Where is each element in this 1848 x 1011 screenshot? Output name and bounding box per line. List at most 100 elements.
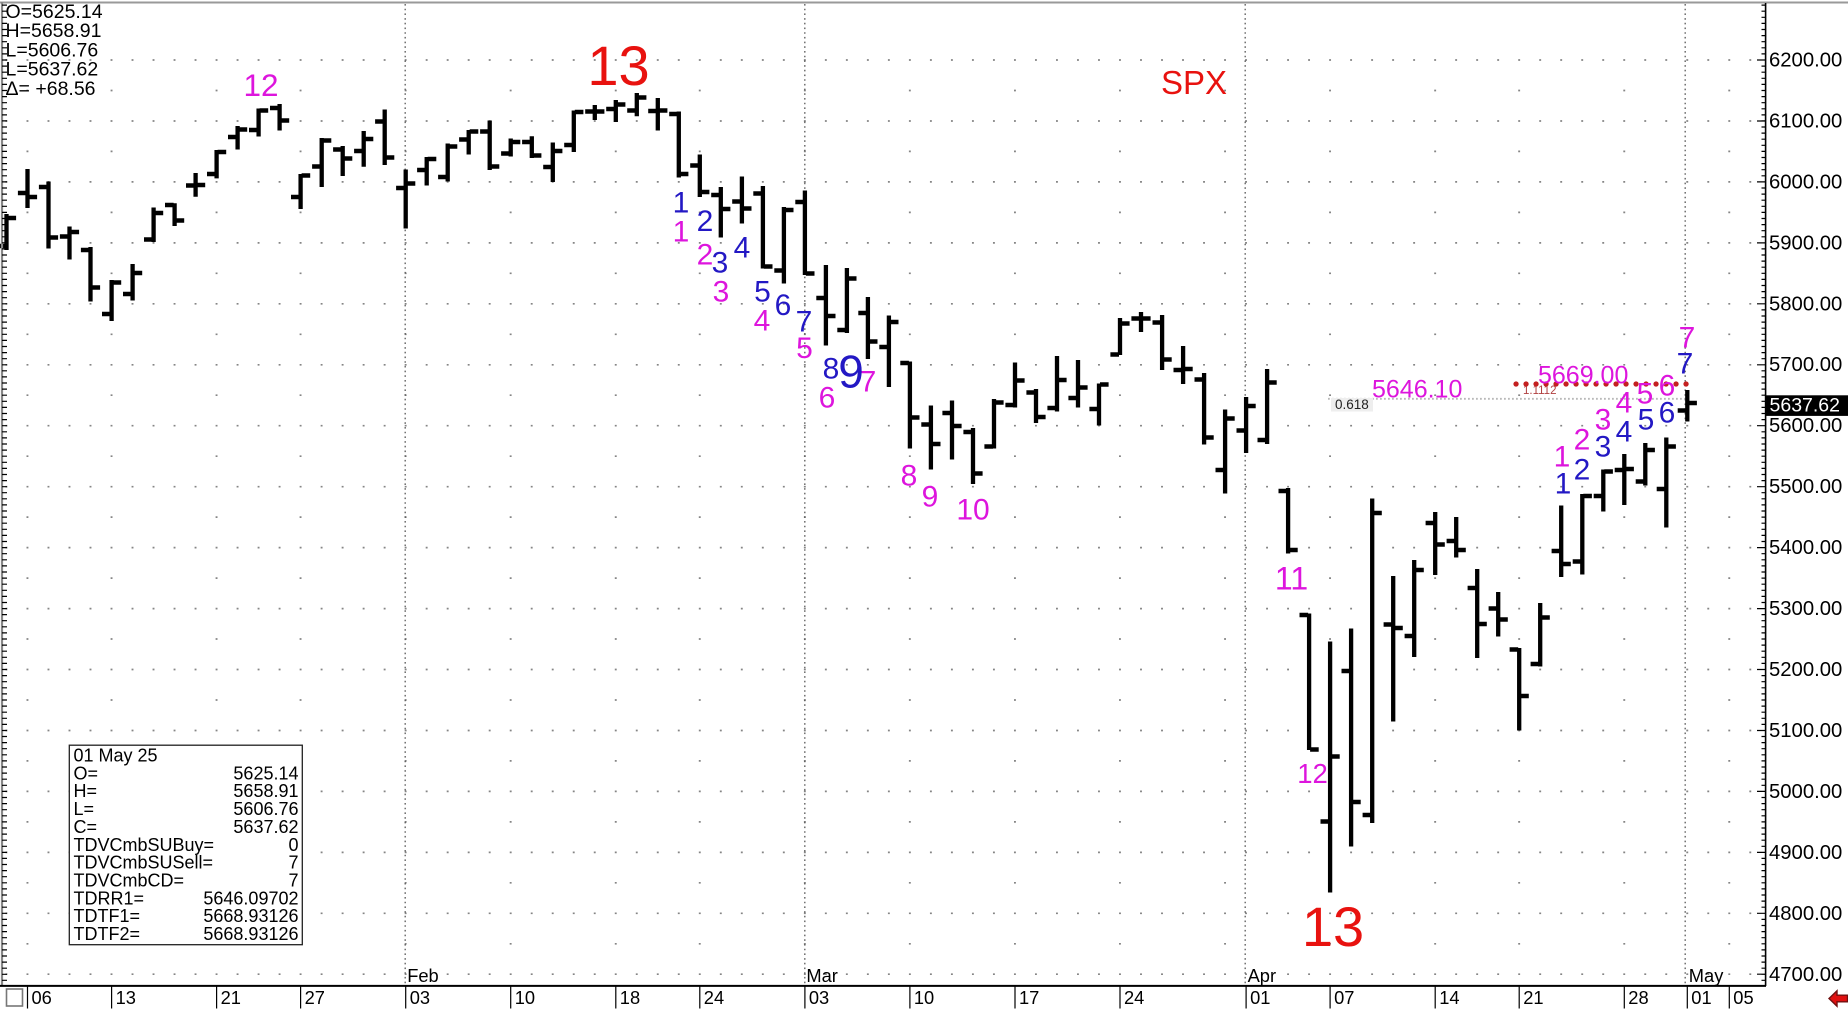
svg-text:5700.00: 5700.00 [1769, 354, 1842, 376]
svg-text:5637.62: 5637.62 [1770, 395, 1841, 417]
svg-text:27: 27 [305, 987, 325, 1008]
svg-text:TDVCmbSUBuy=: TDVCmbSUBuy= [74, 835, 215, 855]
svg-text:May: May [1689, 965, 1724, 986]
svg-text:3: 3 [712, 247, 729, 280]
svg-text:1.1112: 1.1112 [1523, 385, 1556, 397]
svg-text:2: 2 [1574, 454, 1591, 487]
svg-text:1: 1 [1555, 468, 1572, 501]
svg-text:7: 7 [288, 853, 298, 873]
svg-text:Feb: Feb [407, 965, 439, 986]
svg-text:14: 14 [1439, 987, 1459, 1008]
svg-text:7: 7 [1679, 322, 1696, 355]
svg-text:SPX: SPX [1161, 64, 1227, 101]
svg-text:6: 6 [1659, 370, 1676, 403]
svg-text:01: 01 [1691, 987, 1711, 1008]
svg-text:Apr: Apr [1248, 965, 1276, 986]
svg-text:TDRR1=: TDRR1= [74, 888, 145, 908]
svg-text:06: 06 [32, 987, 52, 1008]
svg-text:01: 01 [1250, 987, 1270, 1008]
svg-text:L=5606.76: L=5606.76 [6, 39, 99, 61]
svg-text:TDVCmbCD=: TDVCmbCD= [74, 871, 185, 891]
svg-text:7: 7 [288, 871, 298, 891]
svg-text:2: 2 [697, 239, 714, 272]
svg-text:7: 7 [1677, 348, 1694, 381]
svg-text:24: 24 [1124, 987, 1144, 1008]
svg-text:TDTF1=: TDTF1= [74, 906, 141, 926]
svg-text:1: 1 [1554, 441, 1571, 474]
svg-text:5400.00: 5400.00 [1769, 537, 1842, 559]
svg-text:3: 3 [713, 276, 730, 309]
svg-text:3: 3 [1595, 404, 1612, 437]
svg-text:07: 07 [1334, 987, 1354, 1008]
svg-text:13: 13 [587, 34, 649, 97]
svg-text:0.618: 0.618 [1335, 397, 1369, 412]
svg-text:6: 6 [1659, 397, 1676, 430]
svg-text:2: 2 [1574, 424, 1591, 457]
svg-text:18: 18 [620, 987, 640, 1008]
svg-text:4800.00: 4800.00 [1769, 903, 1842, 925]
svg-text:03: 03 [809, 987, 829, 1008]
svg-text:11: 11 [1275, 560, 1308, 596]
svg-text:L=5637.62: L=5637.62 [6, 59, 99, 81]
svg-text:5100.00: 5100.00 [1769, 720, 1842, 742]
svg-text:Mar: Mar [806, 965, 837, 986]
svg-text:5900.00: 5900.00 [1769, 232, 1842, 254]
svg-text:5: 5 [754, 276, 771, 309]
svg-text:TDTF2=: TDTF2= [74, 924, 141, 944]
svg-text:TDVCmbSUSell=: TDVCmbSUSell= [74, 853, 214, 873]
svg-text:5200.00: 5200.00 [1769, 659, 1842, 681]
svg-text:6100.00: 6100.00 [1769, 111, 1842, 133]
svg-text:5669.00: 5669.00 [1538, 362, 1628, 390]
svg-text:6: 6 [775, 289, 792, 322]
svg-text:21: 21 [221, 987, 241, 1008]
svg-text:5606.76: 5606.76 [233, 799, 298, 819]
svg-text:8: 8 [901, 460, 918, 493]
svg-text:Δ= +68.56: Δ= +68.56 [6, 78, 96, 100]
svg-text:9: 9 [922, 481, 939, 514]
svg-text:5625.14: 5625.14 [233, 763, 298, 783]
svg-text:5500.00: 5500.00 [1769, 476, 1842, 498]
svg-text:2: 2 [697, 205, 714, 238]
svg-text:05: 05 [1733, 987, 1753, 1008]
svg-text:13: 13 [1302, 895, 1364, 958]
svg-text:5800.00: 5800.00 [1769, 293, 1842, 315]
svg-text:5637.62: 5637.62 [233, 817, 298, 837]
svg-text:8: 8 [823, 353, 840, 386]
svg-text:4: 4 [1616, 416, 1633, 449]
svg-text:13: 13 [116, 987, 136, 1008]
svg-text:10: 10 [515, 987, 535, 1008]
svg-text:6: 6 [819, 382, 836, 415]
svg-text:5: 5 [1637, 378, 1654, 411]
svg-text:6200.00: 6200.00 [1769, 50, 1842, 72]
svg-text:4: 4 [734, 232, 751, 265]
svg-text:5668.93126: 5668.93126 [203, 924, 298, 944]
svg-text:1: 1 [673, 216, 690, 249]
svg-text:O=: O= [74, 763, 99, 783]
svg-text:H=5658.91: H=5658.91 [6, 20, 102, 42]
svg-text:4900.00: 4900.00 [1769, 842, 1842, 864]
svg-text:5300.00: 5300.00 [1769, 598, 1842, 620]
svg-text:10: 10 [956, 494, 989, 527]
svg-text:5: 5 [1638, 404, 1655, 437]
svg-text:01 May 25: 01 May 25 [74, 746, 158, 766]
svg-text:17: 17 [1019, 987, 1039, 1008]
svg-text:7: 7 [860, 366, 877, 399]
svg-text:21: 21 [1523, 987, 1543, 1008]
svg-text:5668.93126: 5668.93126 [203, 906, 298, 926]
svg-text:L=: L= [74, 799, 95, 819]
svg-text:5646.09702: 5646.09702 [203, 888, 298, 908]
svg-text:5600.00: 5600.00 [1769, 415, 1842, 437]
svg-text:4: 4 [1616, 387, 1633, 420]
svg-text:9: 9 [838, 345, 864, 397]
svg-text:4700.00: 4700.00 [1769, 964, 1842, 986]
svg-text:12: 12 [243, 67, 278, 103]
svg-text:0: 0 [288, 835, 298, 855]
svg-text:12: 12 [1297, 758, 1328, 789]
svg-text:7: 7 [796, 306, 813, 339]
svg-text:C=: C= [74, 817, 98, 837]
svg-text:6000.00: 6000.00 [1769, 171, 1842, 193]
svg-text:24: 24 [704, 987, 724, 1008]
svg-text:H=: H= [74, 781, 98, 801]
svg-text:10: 10 [914, 987, 934, 1008]
svg-text:5646.10: 5646.10 [1372, 376, 1462, 404]
